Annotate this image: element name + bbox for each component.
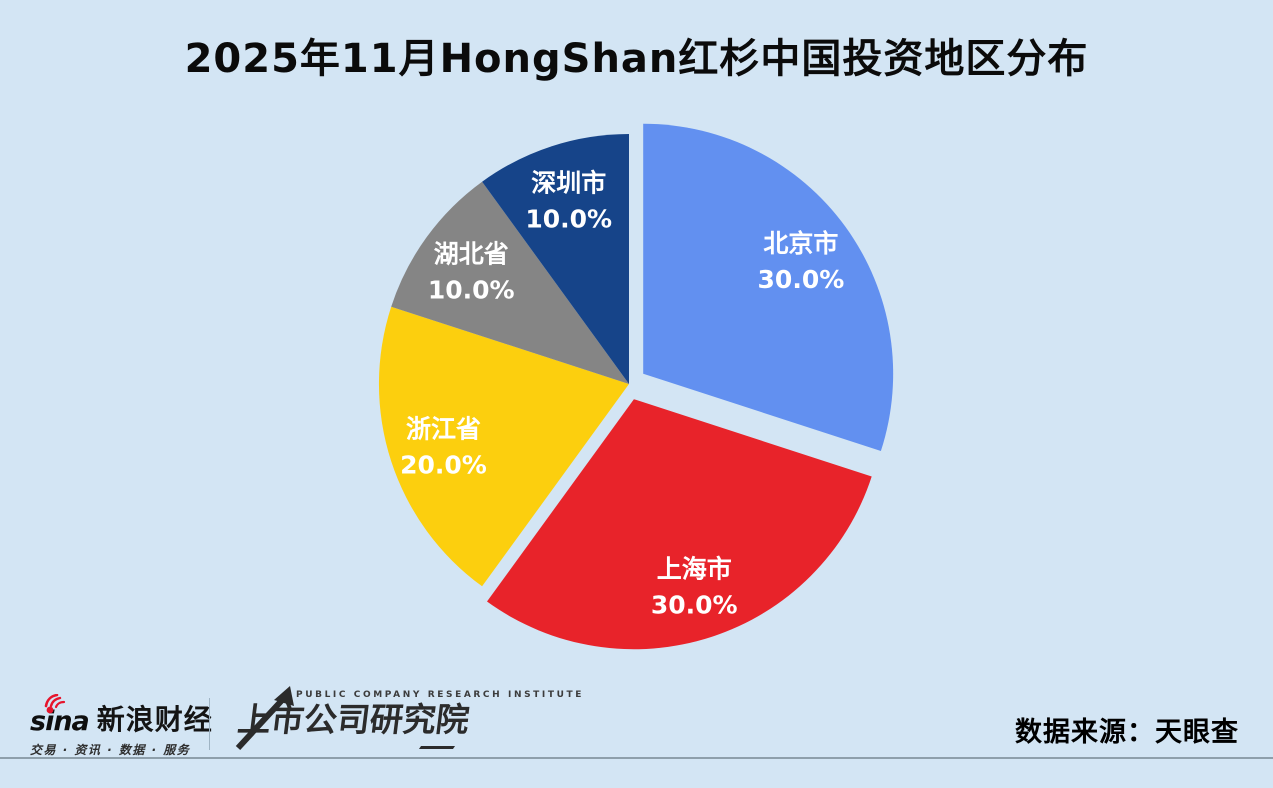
pie-slice-0 xyxy=(643,123,894,451)
slice-pct-4: 10.0% xyxy=(525,205,612,234)
slice-label-0: 北京市 xyxy=(763,229,838,258)
data-source-label: 数据来源：天眼查 xyxy=(1015,717,1239,748)
slice-pct-3: 10.0% xyxy=(428,275,515,304)
research-institute-logo: PUBLIC COMPANY RESEARCH INSTITUTE 上市公司研究… xyxy=(236,686,584,751)
slice-label-1: 上海市 xyxy=(657,555,732,584)
footer: sina 新浪财经 交易 · 资讯 · 数据 · 服务 PUBLIC COMPA… xyxy=(0,686,1273,788)
pie-slice-4 xyxy=(482,134,629,384)
slice-pct-1: 30.0% xyxy=(651,591,738,620)
slice-label-2: 浙江省 xyxy=(406,414,481,443)
institute-arrow-icon xyxy=(235,686,294,751)
pie-slice-1 xyxy=(487,399,872,650)
institute-underline xyxy=(418,746,456,749)
institute-name-en: PUBLIC COMPANY RESEARCH INSTITUTE xyxy=(296,690,584,700)
slice-pct-2: 20.0% xyxy=(400,450,487,479)
footer-rule xyxy=(0,757,1273,759)
pie-slice-2 xyxy=(378,306,629,587)
pie-slice-3 xyxy=(391,181,629,384)
sina-wordmark: sina xyxy=(30,706,90,737)
sina-tagline: 交易 · 资讯 · 数据 · 服务 xyxy=(30,743,191,758)
sina-finance-logo: sina 新浪财经 交易 · 资讯 · 数据 · 服务 xyxy=(30,694,213,758)
sina-eye-icon xyxy=(44,694,66,714)
page-title: 2025年11月HongShan红杉中国投资地区分布 xyxy=(184,36,1089,82)
sina-finance-label: 新浪财经 xyxy=(96,703,213,737)
slice-label-3: 湖北省 xyxy=(434,239,509,268)
slice-label-4: 深圳市 xyxy=(531,169,606,198)
slice-pct-0: 30.0% xyxy=(758,265,845,294)
footer-divider xyxy=(209,698,210,750)
